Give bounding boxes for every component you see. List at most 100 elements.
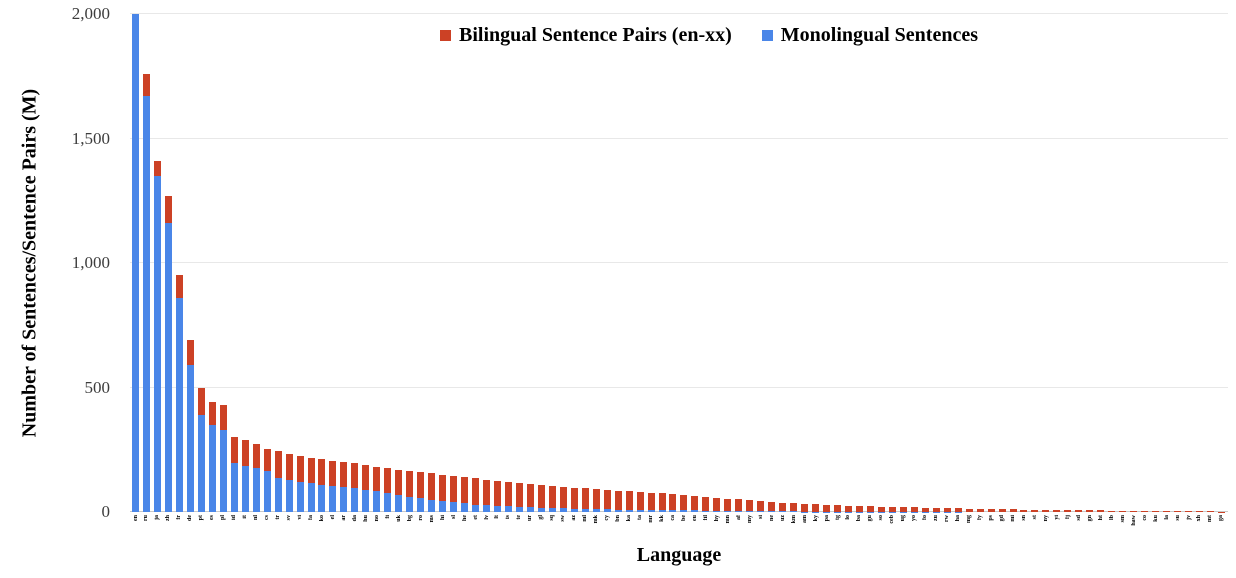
bilingual-segment [1020, 509, 1028, 512]
bilingual-segment [461, 477, 469, 504]
bilingual-segment [296, 455, 304, 483]
monolingual-segment [186, 365, 194, 512]
bar-ba [855, 506, 863, 512]
x-tick-label: nl [253, 515, 260, 521]
bilingual-segment [855, 506, 863, 512]
x-tick-label: sm [1119, 515, 1126, 523]
bar-mi [1009, 509, 1017, 512]
monolingual-segment [603, 509, 611, 512]
bilingual-segment [724, 498, 732, 511]
monolingual-segment [559, 508, 567, 512]
bilingual-segment [1152, 511, 1160, 512]
bar-ar [340, 462, 348, 512]
legend-label-monolingual: Monolingual Sentences [780, 24, 979, 46]
legend-item-bilingual: Bilingual Sentence Pairs (en-xx) [440, 24, 732, 47]
bar-fo [921, 507, 929, 512]
bar-da [351, 463, 359, 512]
x-tick-label: lb [1108, 515, 1115, 521]
monolingual-segment [175, 297, 183, 512]
monolingual-segment [252, 468, 260, 512]
monolingual-segment [307, 483, 315, 512]
monolingual-segment [197, 414, 205, 512]
monolingual-segment [461, 503, 469, 512]
bar-am [801, 503, 809, 512]
x-tick-label: gu [867, 515, 874, 522]
monolingual-segment [779, 511, 787, 512]
bilingual-segment [307, 457, 315, 484]
bar-ms [428, 473, 436, 512]
monolingual-segment [384, 493, 392, 512]
bar-so [877, 506, 885, 512]
bar-ug [899, 507, 907, 512]
x-tick-label: ht [1097, 515, 1104, 521]
x-tick-label: ne [768, 515, 775, 521]
y-tick-label: 1,500 [71, 128, 110, 148]
monolingual-segment [515, 506, 523, 512]
x-tick-label: bn [615, 515, 622, 522]
gridlines [130, 13, 1228, 512]
monolingual-segment [581, 508, 589, 512]
x-tick-label: da [351, 515, 358, 522]
bar-fy [976, 508, 984, 512]
bilingual-segment [197, 387, 205, 415]
bar-fr [175, 275, 183, 512]
bar-ta [636, 492, 644, 512]
monolingual-segment [537, 507, 545, 512]
x-tick-label: pl [220, 515, 227, 521]
bilingual-segment [943, 508, 951, 512]
monolingual-segment [504, 506, 512, 512]
bilingual-segment [1009, 509, 1017, 512]
x-tick-label: hy [713, 515, 720, 522]
x-tick-label: my [746, 515, 753, 523]
bilingual-segment [318, 459, 326, 485]
monolingual-segment [362, 489, 370, 512]
bar-sw [559, 486, 567, 512]
x-tick-label: ba [856, 515, 863, 522]
gridline [130, 386, 1228, 388]
x-tick-label: pa [823, 515, 830, 522]
bar-uz [779, 502, 787, 512]
bar-fa [307, 457, 315, 512]
bilingual-segment [208, 402, 216, 425]
monolingual-segment [658, 510, 666, 512]
bilingual-segment [373, 466, 381, 491]
bilingual-segment [219, 404, 227, 430]
monolingual-segment [351, 488, 359, 512]
x-tick-label: bg [406, 515, 413, 522]
bilingual-segment [998, 509, 1006, 512]
x-tick-label: mn [724, 515, 731, 524]
bar-haw [1130, 510, 1138, 512]
bilingual-segment [515, 482, 523, 507]
gridline [130, 262, 1228, 263]
x-tick-label: ko [318, 515, 325, 522]
bilingual-segment [504, 481, 512, 507]
bilingual-segment [658, 493, 666, 511]
bar-sq [548, 485, 556, 512]
monolingual-segment [483, 505, 490, 512]
x-tick-label: ur [527, 515, 534, 521]
bilingual-segment [746, 500, 754, 512]
x-tick-label: ca [669, 515, 676, 521]
monolingual-segment [713, 510, 721, 512]
y-tick-label: 2,000 [71, 4, 110, 23]
monolingual-segment [132, 14, 139, 512]
bilingual-segment [472, 478, 480, 505]
monolingual-segment [680, 510, 688, 512]
bar-ur [526, 483, 534, 512]
x-tick-label: sv [286, 515, 293, 521]
legend: Bilingual Sentence Pairs (en-xx) Monolin… [440, 24, 978, 47]
bar-mr [647, 492, 655, 512]
bar-de [186, 340, 194, 512]
x-tick-label: de [187, 515, 194, 521]
x-tick-label: haw [1130, 515, 1137, 526]
monolingual-segment [647, 509, 655, 512]
bar-my [746, 500, 754, 512]
bilingual-segment [779, 502, 787, 512]
bilingual-segment [1206, 511, 1214, 512]
x-tick-label: zh [165, 515, 172, 521]
bilingual-segment [965, 508, 973, 512]
bilingual-segment [241, 439, 249, 466]
monolingual-segment [153, 175, 161, 512]
bilingual-segment [537, 484, 545, 508]
monolingual-segment [746, 511, 754, 512]
